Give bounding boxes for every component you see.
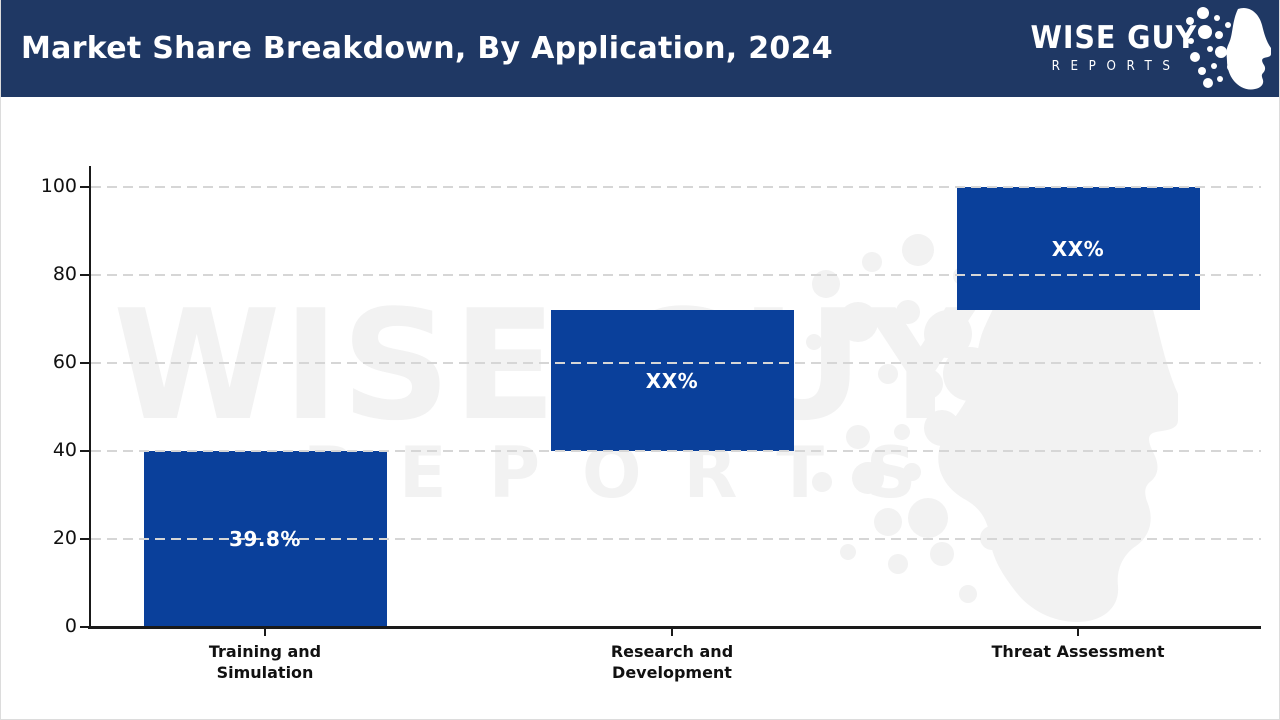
- bar-value-label-training-and-simulation: 39.8%: [229, 527, 301, 551]
- chart-title: Market Share Breakdown, By Application, …: [21, 31, 833, 66]
- watermark-wordmark: WISE GUY: [113, 277, 978, 454]
- x-tick-mark-training-and-simulation: [264, 629, 266, 636]
- category-label-research-and-development: Research and Development: [502, 641, 842, 683]
- category-label-threat-assessment: Threat Assessment: [908, 641, 1248, 662]
- bar-value-label-research-and-development: XX%: [645, 368, 699, 393]
- logo-wordmark: WISE GUY: [1030, 20, 1197, 56]
- category-label-training-and-simulation: Training and Simulation: [95, 641, 435, 683]
- gridline-100: [91, 186, 1261, 188]
- wise-guy-reports-logo: WISE GUY REPORTS: [1016, 5, 1273, 93]
- logo-face-icon: [1186, 6, 1271, 90]
- category-label-line: Development: [612, 663, 732, 683]
- y-axis-line: [89, 166, 91, 629]
- y-tick-mark-80: [80, 274, 89, 276]
- y-tick-mark-60: [80, 362, 89, 364]
- category-label-line: Training and: [208, 642, 322, 661]
- y-tick-label-40: 40: [52, 439, 77, 461]
- logo-subtitle: REPORTS: [1051, 59, 1181, 74]
- y-tick-label-0: 0: [64, 615, 77, 637]
- header-band: Market Share Breakdown, By Application, …: [1, 0, 1279, 97]
- y-tick-mark-20: [80, 538, 89, 540]
- category-label-line: Simulation: [216, 663, 314, 683]
- y-tick-label-80: 80: [52, 263, 77, 285]
- y-tick-mark-40: [80, 450, 89, 452]
- y-tick-mark-0: [80, 626, 89, 628]
- y-tick-label-100: 100: [40, 175, 77, 197]
- y-tick-mark-100: [80, 186, 89, 188]
- bar-research-and-development: XX%: [550, 310, 794, 451]
- gridline-40: [91, 450, 1261, 452]
- gridline-60: [91, 362, 1261, 364]
- gridline-20: [91, 538, 1261, 540]
- x-tick-mark-research-and-development: [671, 629, 673, 636]
- gridline-80: [91, 274, 1261, 276]
- category-label-line: Threat Assessment: [991, 642, 1165, 661]
- bar-value-label-threat-assessment: XX%: [1051, 236, 1105, 261]
- bar-threat-assessment: XX%: [956, 187, 1200, 311]
- x-axis-line: [88, 626, 1261, 629]
- category-label-line: Research and: [610, 642, 734, 661]
- x-tick-mark-threat-assessment: [1077, 629, 1079, 636]
- logo-text: WISE GUY REPORTS: [1030, 20, 1197, 75]
- y-tick-label-20: 20: [52, 527, 77, 549]
- y-tick-label-60: 60: [52, 351, 77, 373]
